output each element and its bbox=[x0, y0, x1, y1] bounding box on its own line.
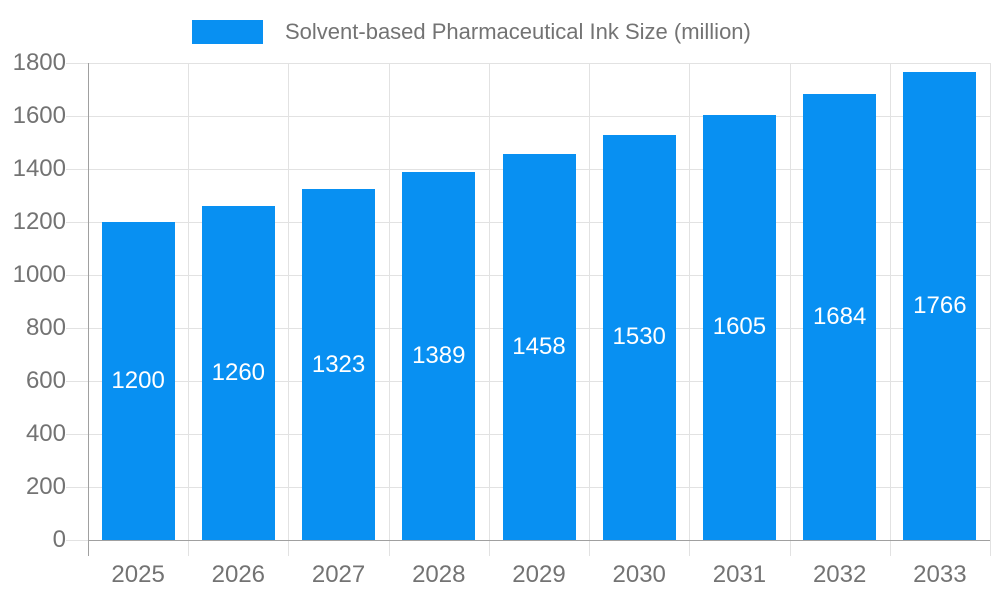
y-tick-label: 1800 bbox=[12, 49, 66, 76]
x-gridline bbox=[589, 63, 591, 556]
x-tick-label: 2028 bbox=[412, 561, 466, 588]
y-tick-label: 1000 bbox=[12, 261, 66, 288]
bar[interactable] bbox=[302, 189, 376, 540]
x-gridline bbox=[889, 63, 891, 556]
bar[interactable] bbox=[803, 93, 877, 540]
bar-value-label: 1323 bbox=[311, 350, 366, 378]
y-tick-label: 200 bbox=[25, 473, 66, 500]
bar-value-label: 1530 bbox=[612, 323, 666, 351]
x-tick-label: 2032 bbox=[812, 561, 867, 588]
x-gridline bbox=[789, 63, 791, 556]
bar[interactable] bbox=[903, 72, 977, 540]
legend[interactable]: Solvent-based Pharmaceutical Ink Size (m… bbox=[192, 19, 751, 45]
x-gridline bbox=[388, 63, 390, 556]
bar-value-label: 1458 bbox=[512, 332, 566, 360]
bar[interactable] bbox=[602, 134, 676, 540]
bar-value-label: 1766 bbox=[913, 292, 967, 319]
y-gridline bbox=[66, 63, 990, 64]
bar-value-label: 1260 bbox=[211, 359, 266, 387]
x-tick-label: 2029 bbox=[512, 561, 566, 588]
y-tick-label: 1400 bbox=[12, 155, 66, 182]
x-tick-label: 2025 bbox=[111, 561, 165, 588]
x-gridline bbox=[188, 63, 190, 556]
bar-value-label: 1200 bbox=[111, 367, 165, 394]
bar-value-label: 1684 bbox=[812, 302, 867, 330]
y-tick-label: 0 bbox=[52, 526, 66, 553]
bar[interactable] bbox=[101, 222, 175, 540]
y-tick-label: 1200 bbox=[12, 208, 66, 235]
y-tick-label: 400 bbox=[25, 420, 66, 447]
bar-value-label: 1389 bbox=[412, 341, 466, 369]
x-tick-label: 2026 bbox=[211, 561, 266, 588]
bar[interactable] bbox=[402, 171, 476, 540]
x-gridline bbox=[288, 63, 290, 556]
y-gridline bbox=[66, 116, 990, 117]
bar-value-label: 1605 bbox=[712, 313, 767, 341]
x-gridline bbox=[990, 63, 991, 556]
y-tick-label: 1600 bbox=[12, 102, 66, 129]
x-axis-line bbox=[88, 540, 990, 541]
x-tick-label: 2033 bbox=[913, 561, 967, 588]
x-tick-label: 2027 bbox=[311, 561, 366, 588]
legend-label: Solvent-based Pharmaceutical Ink Size (m… bbox=[285, 19, 751, 44]
bar[interactable] bbox=[702, 114, 776, 540]
y-axis-line bbox=[88, 63, 89, 556]
legend-swatch-icon bbox=[192, 20, 263, 44]
y-tick-label: 600 bbox=[25, 367, 66, 394]
x-tick-label: 2031 bbox=[712, 561, 767, 588]
x-tick-label: 2030 bbox=[612, 561, 666, 588]
x-gridline bbox=[488, 63, 490, 556]
x-gridline bbox=[689, 63, 691, 556]
bar[interactable] bbox=[201, 206, 275, 540]
bar[interactable] bbox=[502, 153, 576, 540]
y-tick-label: 800 bbox=[25, 314, 66, 341]
